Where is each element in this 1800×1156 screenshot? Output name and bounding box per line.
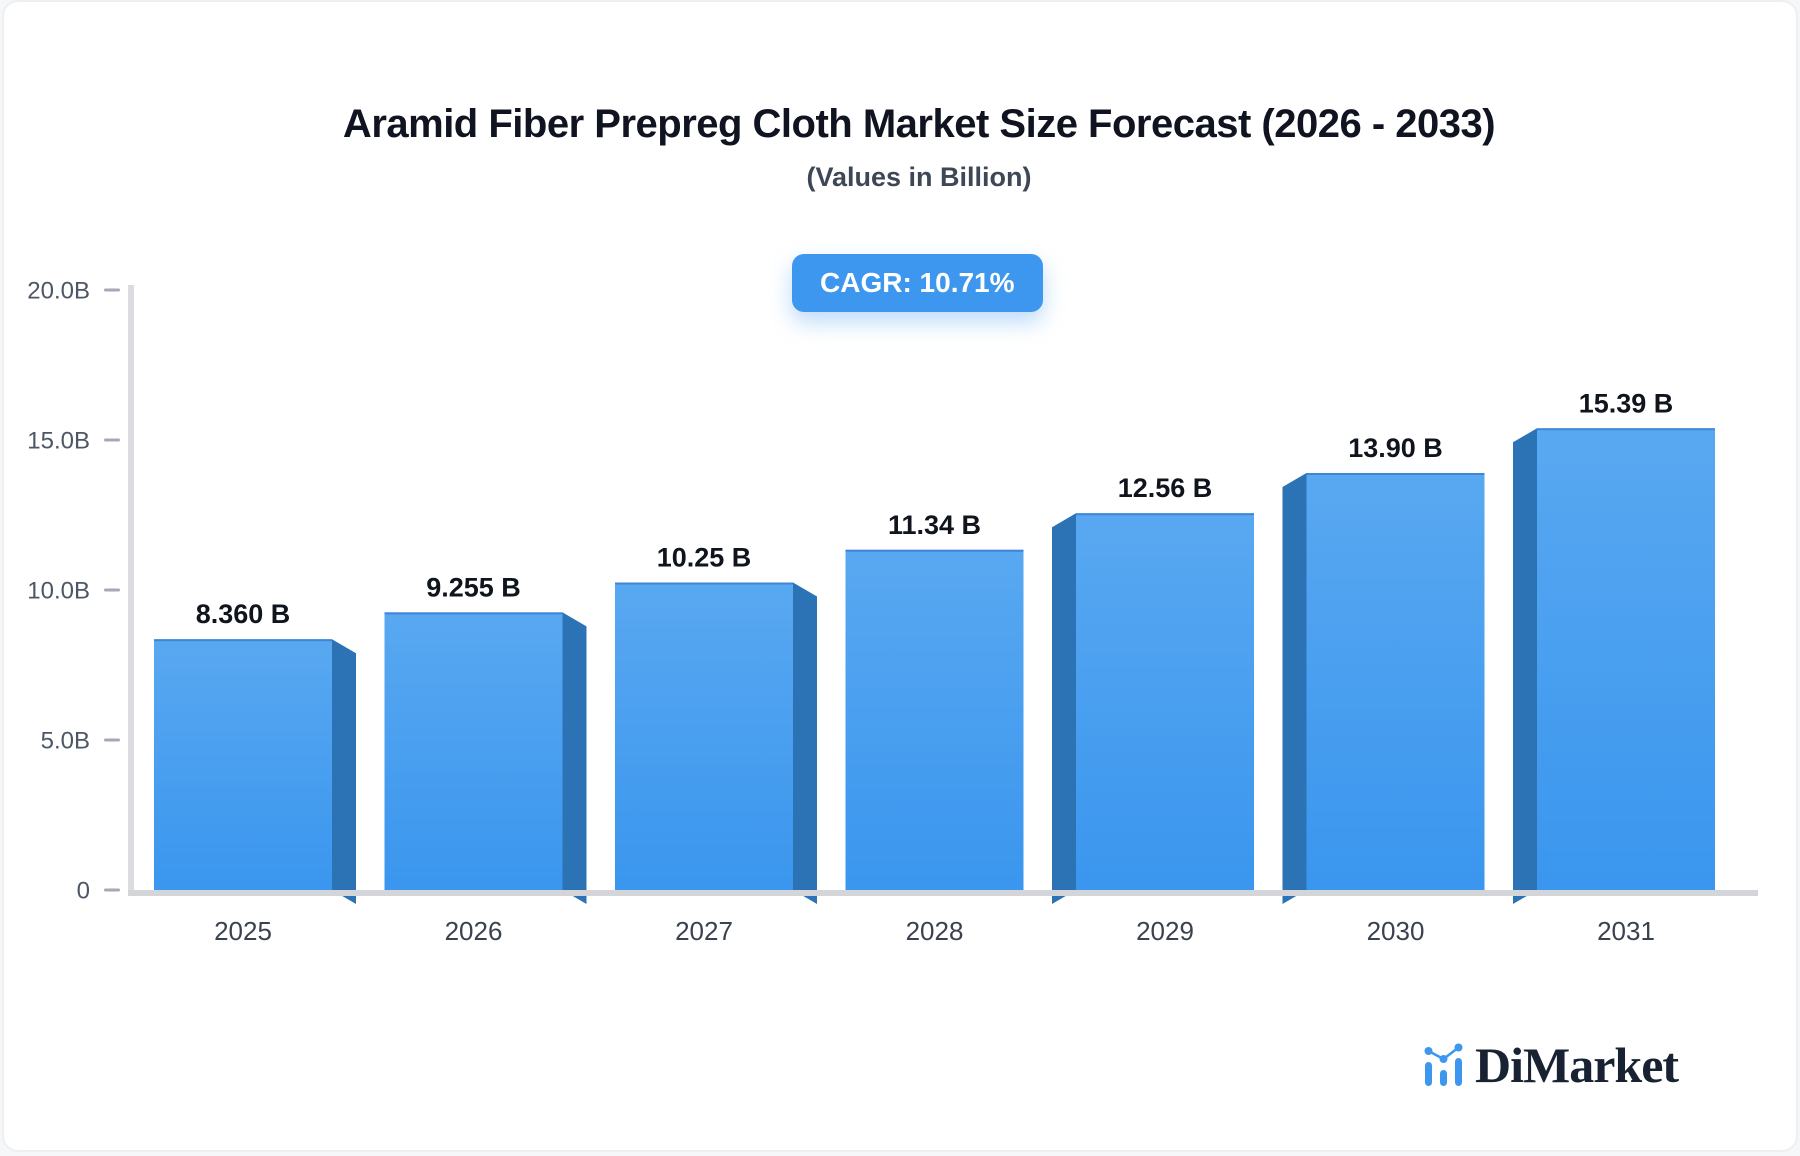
bar-side-face <box>562 612 587 904</box>
bar-face[interactable] <box>1306 473 1485 890</box>
bar-side-face <box>1052 513 1076 904</box>
cagr-badge: CAGR: 10.71% <box>792 254 1043 312</box>
plot-area: 20.0B 15.0B 10.0B 5.0B 0 8.360 B 2025 9.255 B 20… <box>27 278 1758 946</box>
bar-value-label: 12.56 B <box>1118 473 1213 503</box>
bar-2028[interactable]: 11.34 B <box>845 510 1024 890</box>
x-axis-label: 2029 <box>1136 916 1194 946</box>
bar-value-label: 11.34 B <box>888 510 981 540</box>
bar-side-face <box>1282 473 1307 904</box>
y-tick-mark <box>104 438 120 442</box>
x-axis-label: 2027 <box>675 916 733 946</box>
bar-2025[interactable]: 8.360 B <box>154 599 356 904</box>
y-tick-mark <box>104 588 120 592</box>
y-tick-label: 0 <box>77 878 90 905</box>
dimarket-logo: DiMarket <box>1424 1037 1679 1093</box>
bar-value-label: 15.39 B <box>1579 388 1674 418</box>
y-tick-mark <box>104 738 120 742</box>
bar-side-face <box>793 582 817 904</box>
bar-2026[interactable]: 9.255 B <box>384 572 587 904</box>
bar-face[interactable] <box>384 612 563 890</box>
bar-face[interactable] <box>1076 513 1254 890</box>
bar-2027[interactable]: 10.25 B <box>615 543 817 905</box>
bar-2031[interactable]: 15.39 B <box>1513 388 1715 904</box>
y-tick-mark <box>104 888 120 892</box>
bar-chart-logo-icon <box>1424 1043 1463 1086</box>
x-axis-label: 2028 <box>906 916 964 946</box>
bar-value-label: 9.255 B <box>426 572 521 602</box>
bar-face[interactable] <box>154 639 332 890</box>
bar-face[interactable] <box>845 549 1024 890</box>
x-axis-label: 2025 <box>214 916 272 946</box>
bar-value-label: 13.90 B <box>1348 433 1443 463</box>
bar-2029[interactable]: 12.56 B <box>1052 473 1254 904</box>
bar-value-label: 10.25 B <box>657 543 752 573</box>
bar-side-face <box>1513 428 1537 904</box>
chart-title: Aramid Fiber Prepreg Cloth Market Size F… <box>342 102 1496 146</box>
y-tick-label: 10.0B <box>27 578 90 605</box>
chart-subtitle: (Values in Billion) <box>806 162 1032 192</box>
bar-face[interactable] <box>1537 428 1715 890</box>
x-axis-label: 2031 <box>1597 916 1655 946</box>
x-axis-line <box>128 890 1758 896</box>
y-tick-label: 20.0B <box>27 278 90 305</box>
bar-face[interactable] <box>615 582 793 891</box>
x-axis-label: 2030 <box>1367 916 1425 946</box>
x-axis-label: 2026 <box>445 916 503 946</box>
y-tick-label: 15.0B <box>27 428 90 455</box>
bar-value-label: 8.360 B <box>196 599 291 629</box>
y-axis-line <box>128 285 134 896</box>
y-tick-mark <box>104 288 120 292</box>
logo-text: DiMarket <box>1475 1037 1679 1093</box>
y-tick-label: 5.0B <box>41 728 90 755</box>
bar-2030[interactable]: 13.90 B <box>1282 433 1485 904</box>
bar-side-face <box>332 639 356 904</box>
